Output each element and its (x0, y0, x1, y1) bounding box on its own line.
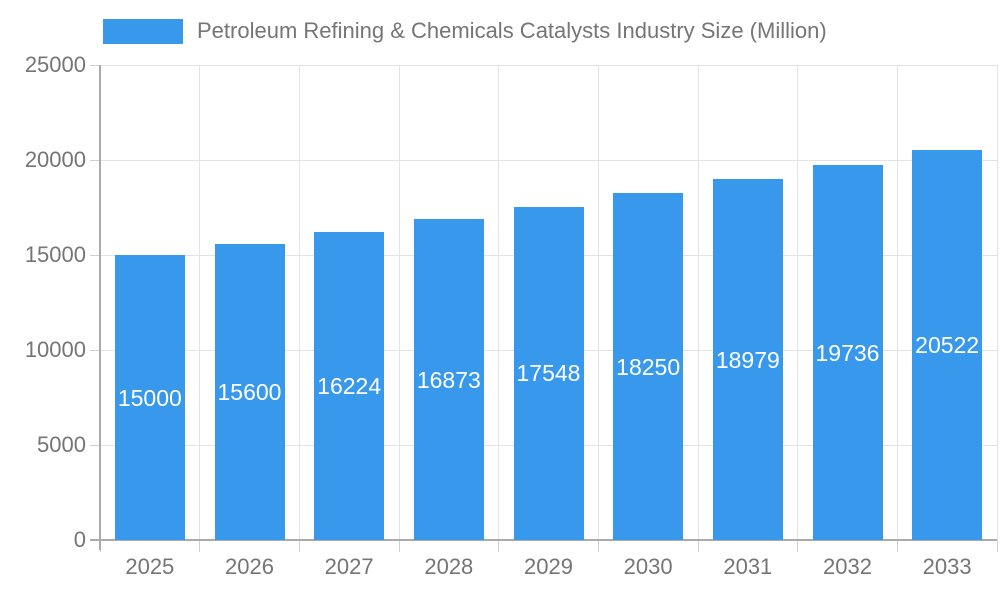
bar-value-label: 15000 (117, 384, 182, 411)
bar: 16224 (314, 231, 385, 540)
y-tick (90, 159, 100, 161)
bar: 17548 (513, 206, 584, 540)
v-gridline (199, 65, 201, 540)
v-gridline (498, 65, 500, 540)
bar: 15000 (114, 255, 185, 540)
x-tick (398, 540, 400, 552)
bar-value-label: 15600 (217, 378, 282, 405)
bar: 16873 (413, 219, 484, 540)
x-tick-label: 2028 (424, 554, 474, 579)
legend-swatch (103, 18, 183, 44)
y-tick (90, 254, 100, 256)
y-tick-label: 10000 (24, 337, 86, 362)
bar-value-label: 20522 (915, 332, 980, 359)
x-tick-label: 2029 (524, 554, 573, 579)
x-tick (298, 540, 300, 552)
x-tick-label: 2031 (723, 554, 773, 579)
bar-value-label: 19736 (815, 339, 880, 366)
bar: 19736 (812, 165, 883, 540)
x-tick-label: 2025 (125, 554, 175, 579)
x-tick-label: 2033 (922, 554, 972, 579)
chart-title: Petroleum Refining & Chemicals Catalysts… (197, 18, 827, 43)
bar: 15600 (214, 243, 285, 540)
y-axis-line (99, 65, 101, 550)
v-gridline (597, 65, 599, 540)
x-tick (498, 540, 500, 552)
y-tick (90, 349, 100, 351)
y-tick-label: 20000 (24, 147, 86, 172)
v-gridline (896, 65, 898, 540)
x-tick (896, 540, 898, 552)
x-tick (597, 540, 599, 552)
v-gridline (996, 65, 998, 540)
y-tick-label: 5000 (37, 432, 86, 457)
legend: Petroleum Refining & Chemicals Catalysts… (103, 17, 827, 45)
bar-value-label: 18979 (715, 346, 780, 373)
x-tick (797, 540, 799, 552)
y-tick (90, 64, 100, 66)
y-tick (90, 444, 100, 446)
v-gridline (398, 65, 400, 540)
y-tick-label: 0 (73, 527, 86, 552)
h-gridline (100, 159, 997, 161)
v-gridline (298, 65, 300, 540)
bar: 18979 (712, 179, 783, 540)
x-axis-line (90, 539, 997, 541)
x-tick (996, 540, 998, 552)
x-tick (697, 540, 699, 552)
bar-value-label: 18250 (616, 353, 681, 380)
y-tick-label: 25000 (24, 52, 86, 77)
x-tick (199, 540, 201, 552)
y-tick-label: 15000 (24, 242, 86, 267)
x-tick-label: 2030 (623, 554, 673, 579)
x-tick-label: 2027 (324, 554, 374, 579)
bar: 18250 (613, 193, 684, 540)
bar-value-label: 16224 (317, 372, 382, 399)
bar-value-label: 17548 (516, 360, 581, 387)
bar-value-label: 16873 (416, 366, 481, 393)
bar: 20522 (912, 150, 983, 540)
v-gridline (697, 65, 699, 540)
h-gridline (100, 64, 997, 66)
x-tick-label: 2032 (823, 554, 872, 579)
x-tick-label: 2026 (225, 554, 274, 579)
v-gridline (797, 65, 799, 540)
